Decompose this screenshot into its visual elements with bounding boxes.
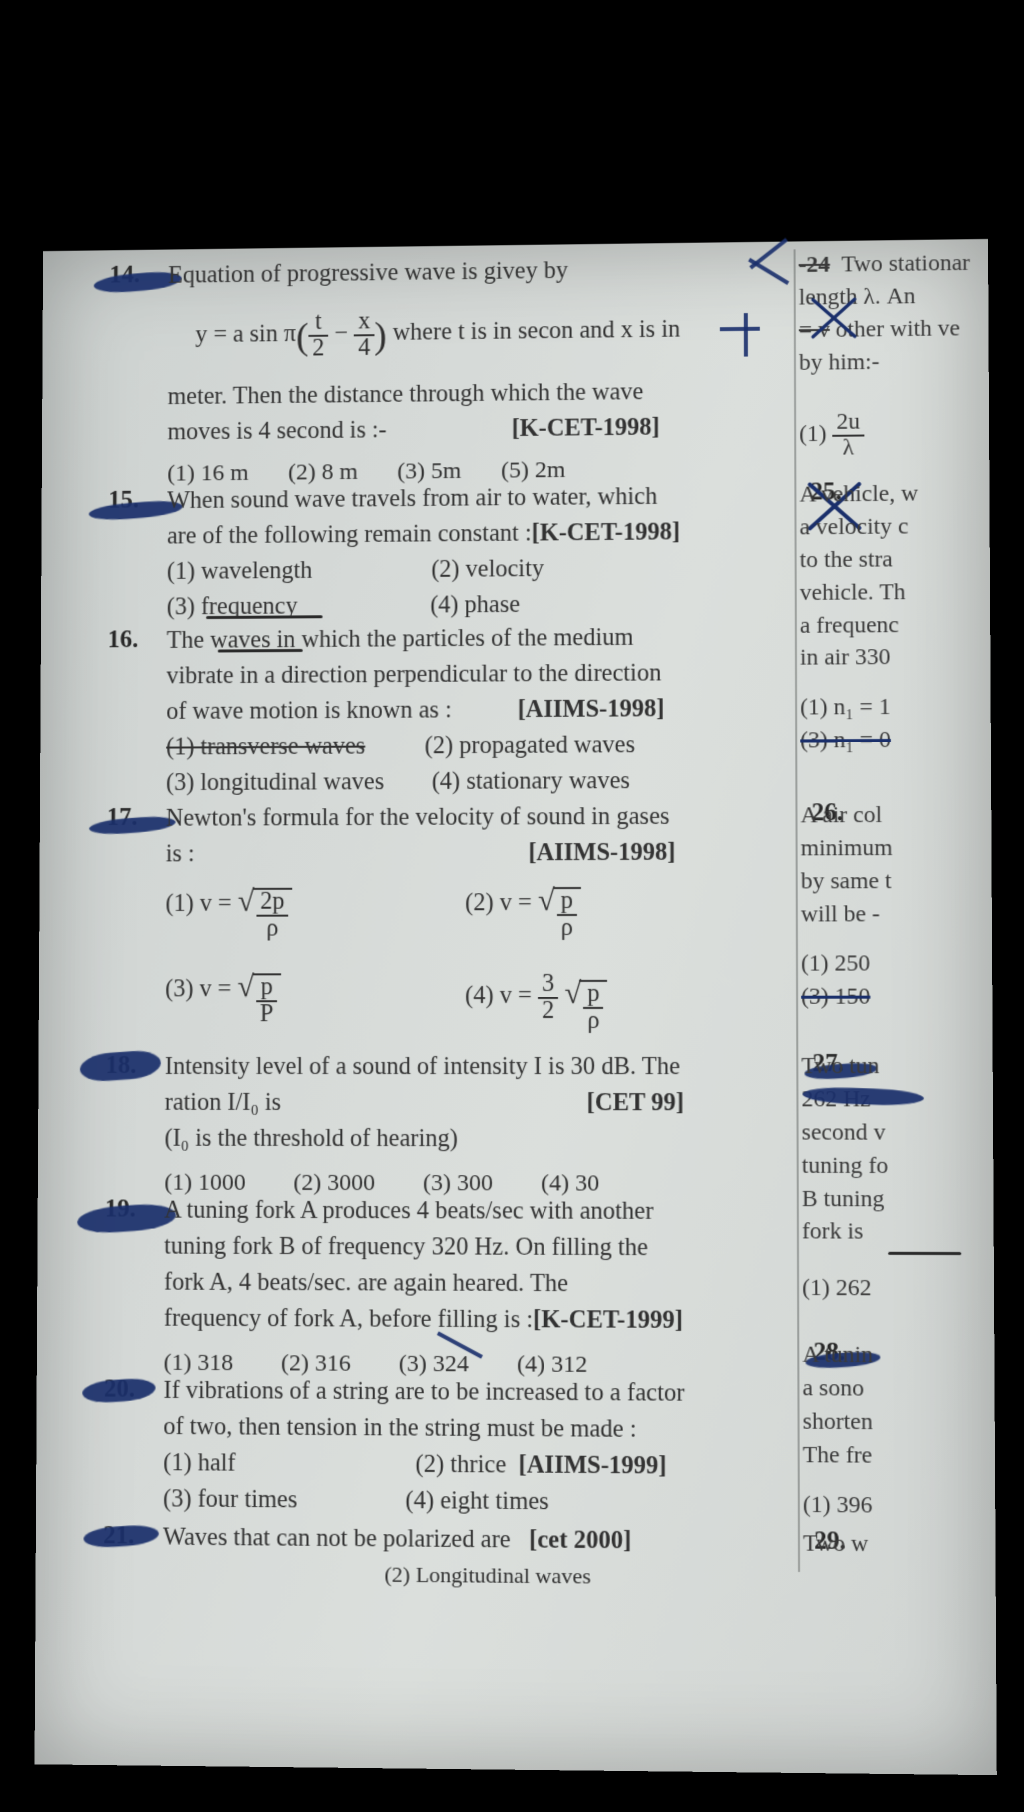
ink-scribble xyxy=(81,1377,156,1404)
q15-line2: are of the following remain constant :[K… xyxy=(167,514,803,554)
q17-opt2: (2) v = √pρ xyxy=(465,886,581,941)
content-area: 14. Equation of progressive wave is give… xyxy=(64,247,996,1775)
q16-number: 16. xyxy=(108,626,139,654)
q18-line1: Intensity level of a sound of intensity … xyxy=(165,1050,795,1085)
r29-frag: Two w xyxy=(803,1527,992,1562)
hand-stroke xyxy=(720,327,760,331)
q20-opt3: (3) four times xyxy=(163,1482,297,1518)
q15-line1: When sound wave travels from air to wate… xyxy=(167,479,792,519)
q20-line1: If vibrations of a string are to be incr… xyxy=(163,1374,785,1412)
q20-row2: (3) four times (4) eight times xyxy=(163,1482,549,1520)
ink-scribble xyxy=(83,1524,160,1549)
r28-opt1: (1) 396 xyxy=(803,1489,991,1524)
r24-opt1: (1) 2uλ xyxy=(799,409,985,459)
hand-stroke xyxy=(734,313,748,357)
underline-forkis xyxy=(888,1252,961,1255)
q19-line4: frequency of fork A, before filling is :… xyxy=(164,1302,806,1340)
r25-block: A vehicle, w a velocity c to the stra ve… xyxy=(799,477,986,675)
r26-block: A air col minimum by same t will be - xyxy=(800,799,987,931)
q15-opt4: (4) phase xyxy=(430,588,520,623)
q19-line1: A tuning fork A produces 4 beats/sec wit… xyxy=(164,1194,785,1230)
q21-opt2-frag: (2) Longitudinal waves xyxy=(384,1558,590,1591)
q14-text: Equation of progressive wave is givey by xyxy=(168,252,762,294)
q16-opt4: (4) stationary waves xyxy=(432,764,630,799)
q14-line3: meter. Then the distance through which t… xyxy=(168,374,783,415)
q16-row2: (3) longitudinal waves (4) stationary wa… xyxy=(166,764,630,801)
q16-line1: The waves in which the particles of the … xyxy=(167,620,783,659)
q17-opt4: (4) v = 32 √pρ xyxy=(465,972,608,1034)
q20-line2: of two, then tension in the string must … xyxy=(163,1410,785,1449)
q16-opt1: (1) transverse waves xyxy=(166,730,365,765)
q20-opt2: (2) thrice [AIIMS-1999] xyxy=(415,1448,666,1485)
r25-opts: (1) n₁ = 1 (3) n₁ = 0 xyxy=(800,690,987,757)
q19-line3: fork A, 4 beats/sec. are again heared. T… xyxy=(164,1266,785,1303)
scanned-page: 14. Equation of progressive wave is give… xyxy=(35,239,997,1775)
ink-scribble xyxy=(76,1202,177,1235)
q17-line2row: is : [AIIMS-1998] xyxy=(166,835,804,872)
q17-line1: Newton's formula for the velocity of sou… xyxy=(166,799,784,836)
q17-opt3: (3) v = √pP xyxy=(165,972,282,1027)
q18-line2row: ration I/I₀ is [CET 99] xyxy=(165,1086,805,1121)
r27-block: Two tun 262 Hz second v tuning fo B tuni… xyxy=(801,1050,989,1249)
q19-line2: tuning fork B of frequency 320 Hz. On fi… xyxy=(164,1230,785,1267)
underline-wavesin xyxy=(218,649,303,653)
q15-opt1: (1) wavelength xyxy=(167,554,313,589)
q16-line2: vibrate in a direction perpendicular to … xyxy=(166,656,783,694)
r28-block: A tunin a sono shorten The fre xyxy=(802,1339,991,1474)
q17-opt1: (1) v = √2pρ xyxy=(165,887,292,942)
q14-line4: moves is 4 second is :- [K-CET-1998] xyxy=(167,410,782,450)
q20-row1: (1) half (2) thrice [AIIMS-1999] xyxy=(163,1446,667,1484)
q20-opt1: (1) half xyxy=(163,1446,236,1481)
q20-opt4: (4) eight times xyxy=(405,1484,549,1520)
q14-line1: Equation of progressive wave is givey by xyxy=(168,257,568,288)
r27-opt1: (1) 262 xyxy=(802,1272,990,1306)
q15-opt2: (2) velocity xyxy=(431,552,544,587)
q15-row1: (1) wavelength (2) velocity xyxy=(167,552,544,589)
hand-cross xyxy=(808,292,859,343)
q16-opt2: (2) propagated waves xyxy=(425,728,635,764)
q16-line3: of wave motion is known as : [AIIMS-1998… xyxy=(166,692,803,730)
q16-opt3: (3) longitudinal waves xyxy=(166,765,384,800)
q15-row2: (3) frequency (4) phase xyxy=(167,588,520,625)
r26-opts: (1) 250 (3) 150 xyxy=(801,947,988,1013)
ink-scribble xyxy=(79,1049,162,1083)
q21-line1: Waves that can not be polarized are [cet… xyxy=(163,1520,806,1560)
ink-scribble xyxy=(89,815,177,836)
q16-row1: (1) transverse waves (2) propagated wave… xyxy=(166,728,635,765)
q15-opt3: (3) frequency xyxy=(167,590,298,625)
q18-line3: (I₀ is the threshold of hearing) xyxy=(164,1122,784,1158)
